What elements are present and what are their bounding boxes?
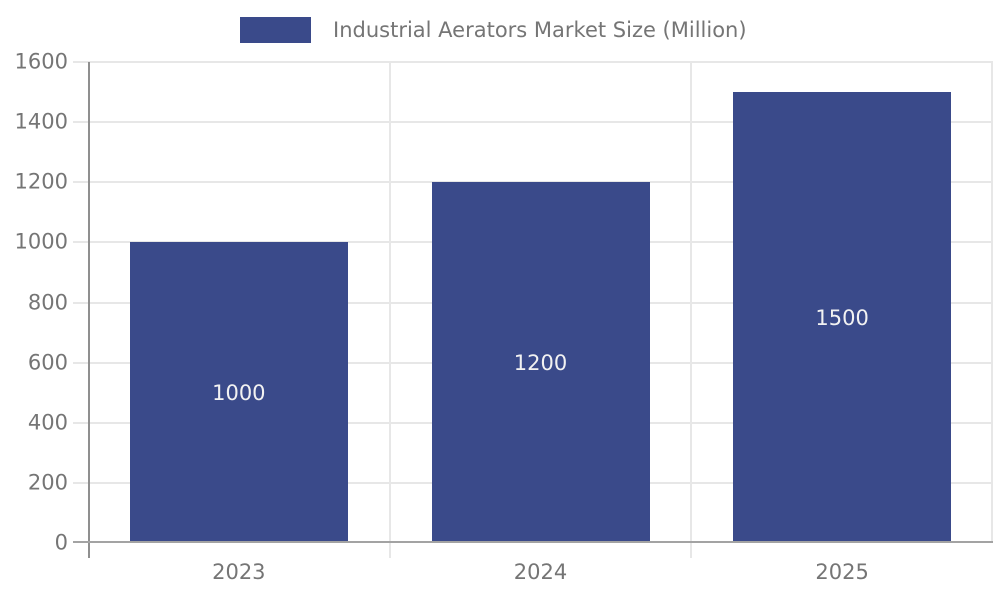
bar	[129, 242, 348, 543]
y-tick-label: 800	[27, 290, 68, 315]
y-tick	[73, 481, 88, 484]
x-tick-label: 2023	[212, 560, 266, 584]
y-tick	[73, 361, 88, 364]
legend-swatch	[240, 17, 311, 43]
y-tick	[73, 241, 88, 244]
y-tick-label: 1200	[14, 169, 68, 194]
bar-value-label: 1000	[212, 380, 266, 405]
y-tick-label: 400	[27, 410, 68, 435]
plot-right-border	[991, 62, 993, 543]
x-tick-label: 2024	[513, 560, 568, 584]
y-tick-label: 200	[27, 470, 68, 495]
y-tick	[73, 121, 88, 124]
y-tick	[73, 421, 88, 424]
y-tick-label: 600	[27, 350, 68, 375]
y-axis-line	[88, 62, 90, 558]
gridline-horizontal	[88, 61, 993, 63]
bar-value-label: 1200	[513, 350, 568, 375]
y-tick-label: 1600	[14, 49, 68, 74]
bar	[733, 92, 952, 543]
y-tick	[73, 301, 88, 304]
bar	[431, 182, 650, 543]
y-tick	[73, 181, 88, 184]
legend-label: Industrial Aerators Market Size (Million…	[333, 18, 747, 42]
bar-value-label: 1500	[815, 305, 869, 330]
y-tick-label: 1400	[14, 109, 68, 134]
chart-legend: Industrial Aerators Market Size (Million…	[240, 17, 747, 43]
x-tick-label: 2025	[815, 560, 869, 584]
gridline-horizontal	[88, 121, 993, 124]
y-tick	[73, 61, 88, 63]
y-tick-label: 0	[54, 530, 68, 555]
y-tick-label: 1000	[14, 229, 68, 254]
x-axis-line	[73, 541, 993, 543]
gridline-vertical	[388, 62, 391, 558]
plot-area: 1000 2023 1200 2024 1500 2025 0 200 400 600 800 100…	[15, 50, 993, 584]
gridline-vertical	[690, 62, 693, 558]
